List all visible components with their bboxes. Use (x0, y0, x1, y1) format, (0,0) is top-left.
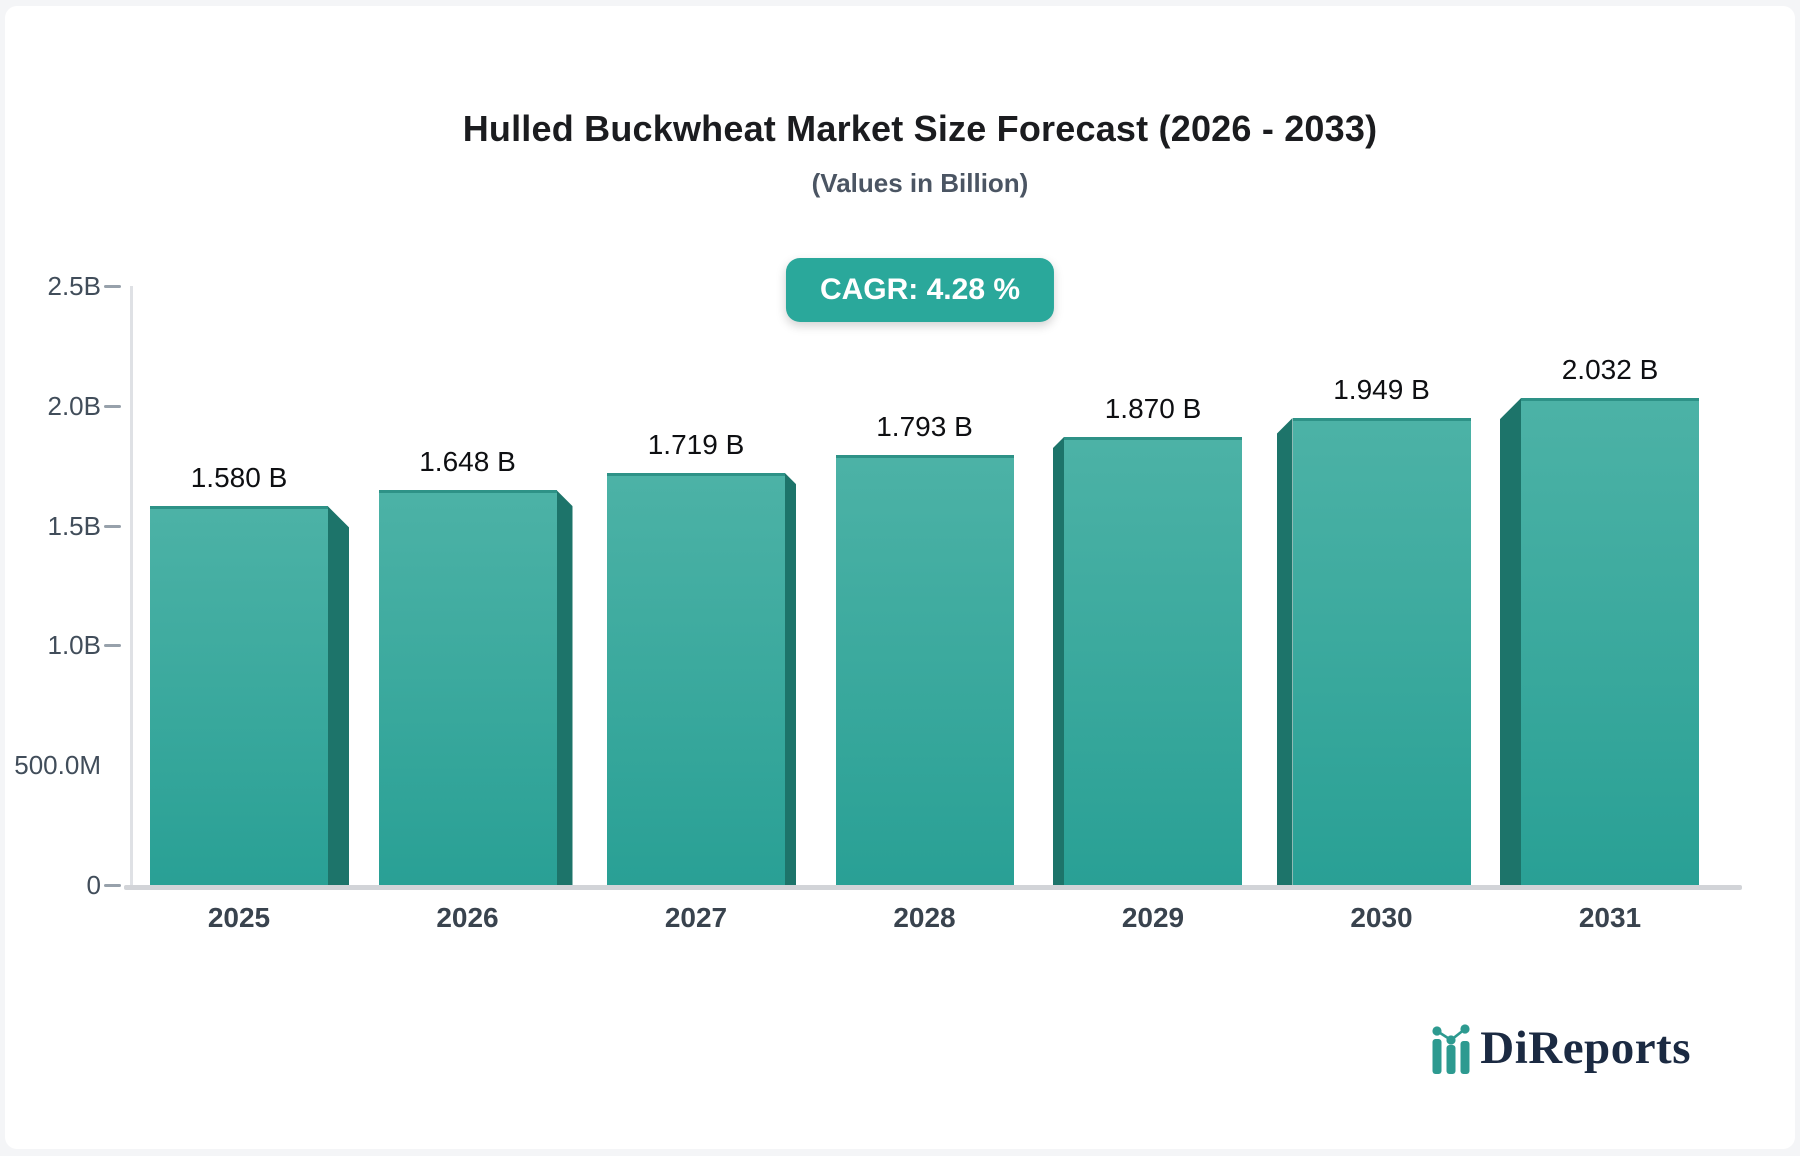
bar-value-label: 1.648 B (419, 446, 516, 478)
cagr-badge: CAGR: 4.28 % (785, 258, 1055, 322)
bar-2025 (150, 506, 328, 885)
y-tick-dash (104, 884, 121, 887)
bar-value-label: 2.032 B (1561, 354, 1659, 386)
x-axis-label: 2030 (1350, 902, 1413, 933)
y-tick-dash (104, 404, 121, 408)
bar-side-panel (1276, 418, 1293, 885)
bar-side-panel (785, 473, 796, 885)
chart-card: Hulled Buckwheat Market Size Forecast (2… (5, 6, 1795, 1149)
page-title: Hulled Buckwheat Market Size Forecast (2… (462, 108, 1378, 149)
x-axis-label: 2027 (664, 902, 728, 933)
x-axis-label: 2025 (207, 902, 271, 933)
logo: DiReports (1431, 1022, 1691, 1074)
bar-2031 (1521, 398, 1699, 885)
bar-2030 (1292, 418, 1471, 885)
bar-side-panel (1500, 398, 1521, 885)
y-tick-dash (104, 285, 121, 288)
x-axis-label: 2029 (1121, 902, 1185, 933)
bar-2027 (607, 473, 785, 885)
bar-line-chart-icon (1432, 1024, 1470, 1074)
y-tick-label: 2.5B (47, 271, 102, 301)
bar-2026 (378, 490, 557, 885)
bar-value-label: 1.793 B (876, 411, 973, 443)
bar-value-label: 1.949 B (1333, 374, 1430, 406)
y-tick-dash (104, 644, 121, 648)
logo-text: DiReports (1480, 1022, 1691, 1074)
bar-side-panel (328, 506, 349, 885)
bar-value-label: 1.870 B (1104, 392, 1202, 424)
bar-2029 (1064, 436, 1242, 885)
y-tick-label: 2.0B (47, 390, 102, 421)
bar-2028 (835, 455, 1014, 885)
bar-chart-plot-area: 0 500.0M 1.0B 1.5B 2.0B 2.5B 1.580 B 2025 1.648 … (5, 6, 1795, 1149)
y-tick-dash (104, 524, 121, 528)
x-axis (124, 885, 1742, 890)
bar-side-panel (1053, 436, 1064, 885)
y-tick-label: 1.0B (47, 630, 102, 661)
page-subtitle: (Values in Billion) (811, 168, 1029, 198)
bar-side-panel (556, 490, 573, 885)
y-tick-label: 500.0M (14, 750, 101, 781)
y-tick-label: 0 (86, 870, 101, 900)
x-axis-label: 2028 (893, 902, 956, 933)
bar-value-label: 1.719 B (647, 429, 745, 461)
x-axis-label: 2026 (436, 902, 499, 933)
y-tick-label: 1.5B (47, 510, 102, 541)
bar-value-label: 1.580 B (190, 462, 288, 494)
y-axis (130, 286, 133, 888)
x-axis-label: 2031 (1578, 902, 1642, 933)
